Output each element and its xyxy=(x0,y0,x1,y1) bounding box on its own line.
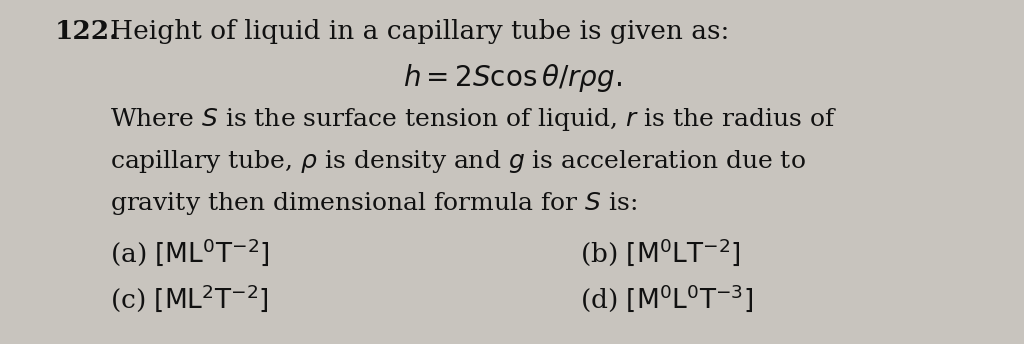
Text: $h = 2S\cos\theta/r\rho g.$: $h = 2S\cos\theta/r\rho g.$ xyxy=(402,62,622,94)
Text: (d) $[\mathrm{M}^0\mathrm{L}^0\mathrm{T}^{-3}]$: (d) $[\mathrm{M}^0\mathrm{L}^0\mathrm{T}… xyxy=(580,282,754,314)
Text: gravity then dimensional formula for $S$ is:: gravity then dimensional formula for $S$… xyxy=(110,190,637,217)
Text: (b) $[\mathrm{M}^0\mathrm{LT}^{-2}]$: (b) $[\mathrm{M}^0\mathrm{LT}^{-2}]$ xyxy=(580,236,740,268)
Text: (c) $[\mathrm{ML}^2\mathrm{T}^{-2}]$: (c) $[\mathrm{ML}^2\mathrm{T}^{-2}]$ xyxy=(110,282,268,314)
Text: 122.: 122. xyxy=(55,19,119,44)
Text: capillary tube, $\rho$ is density and $g$ is acceleration due to: capillary tube, $\rho$ is density and $g… xyxy=(110,148,806,175)
Text: Height of liquid in a capillary tube is given as:: Height of liquid in a capillary tube is … xyxy=(110,19,729,44)
Text: (a) $[\mathrm{ML}^0\mathrm{T}^{-2}]$: (a) $[\mathrm{ML}^0\mathrm{T}^{-2}]$ xyxy=(110,236,269,268)
Text: Where $S$ is the surface tension of liquid, $r$ is the radius of: Where $S$ is the surface tension of liqu… xyxy=(110,106,837,133)
